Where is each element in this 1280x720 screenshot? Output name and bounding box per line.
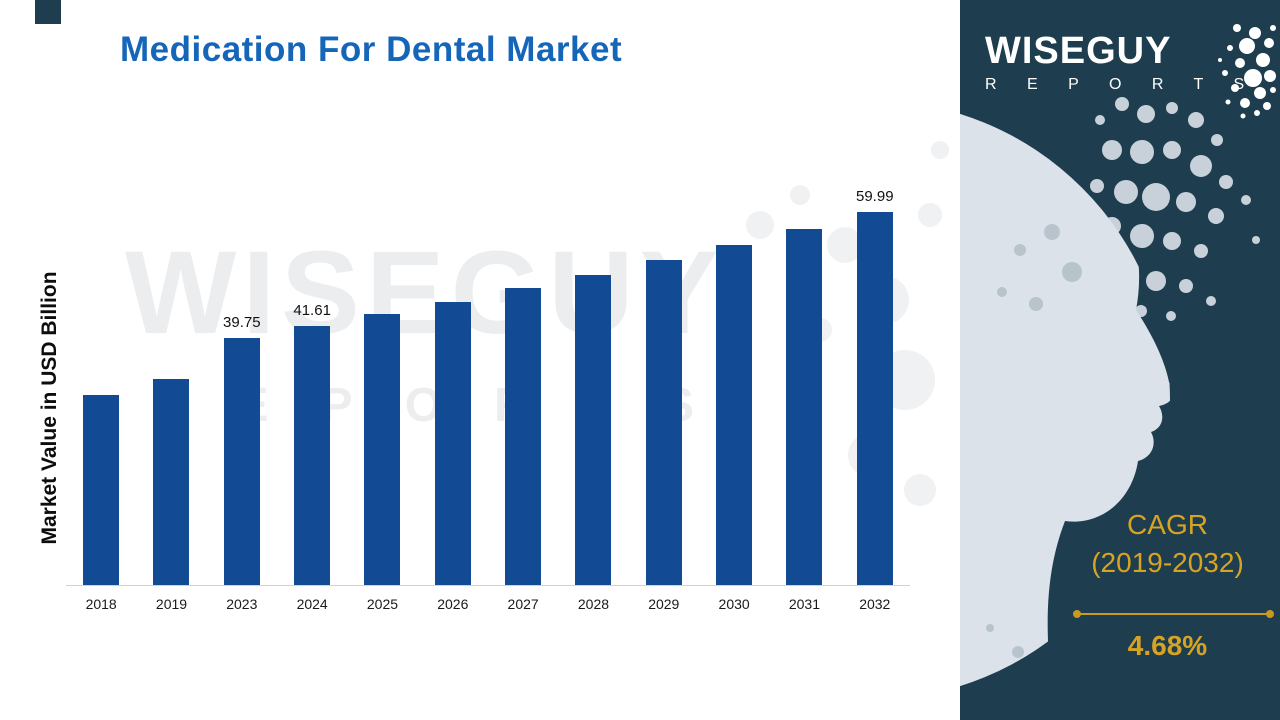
bar-2025: [364, 314, 401, 585]
x-axis-tick: 2023: [226, 596, 258, 612]
bar-value-label: 59.99: [856, 188, 894, 206]
bar-2018: [83, 395, 120, 585]
bar-slot: 59.99 2032: [840, 150, 910, 612]
bar-slot: 39.75 2023: [207, 150, 277, 612]
logo: WISEGUY R E P O R T S: [985, 24, 1276, 119]
bar-slot: 2027: [488, 150, 558, 612]
x-axis-tick: 2028: [577, 596, 610, 612]
bar-2028: [575, 274, 612, 585]
bar-2019: [153, 379, 190, 585]
bar-2023: [223, 337, 260, 585]
x-axis-tick: 2024: [296, 596, 328, 612]
x-axis-tick: 2030: [718, 596, 750, 612]
x-axis-tick: 2029: [648, 596, 680, 612]
logo-face-icon: [1218, 24, 1276, 119]
cagr-divider: [1073, 610, 1274, 618]
x-axis-tick: 2027: [507, 596, 539, 612]
bar-slot: 2029: [629, 150, 699, 612]
cagr-label-block: CAGR (2019-2032): [1060, 506, 1275, 582]
bar-slot: 2025: [347, 150, 417, 612]
bar-2031: [786, 228, 823, 585]
bar-slot: 41.61 2024: [277, 150, 347, 612]
cagr-period: (2019-2032): [1091, 546, 1244, 578]
bar-value-label: 39.75: [223, 313, 261, 331]
bar-2032: [856, 212, 893, 585]
bar-slot: 2031: [769, 150, 839, 612]
cagr-label: CAGR: [1127, 509, 1208, 540]
cagr-value: 4.68%: [1127, 630, 1208, 661]
bar-slot: 2028: [558, 150, 628, 612]
bar-2029: [645, 260, 682, 585]
bar-slot: 2030: [699, 150, 769, 612]
side-panel: WISEGUY R E P O R T S CAGR (2: [960, 0, 1280, 720]
panel-graphic: [960, 0, 1280, 720]
corner-accent: [35, 0, 61, 24]
x-axis-tick: 2032: [859, 596, 891, 612]
bar-2026: [434, 301, 471, 585]
bar-slot: 2026: [418, 150, 488, 612]
bar-2030: [716, 244, 753, 585]
x-axis-tick: 2018: [85, 596, 117, 612]
page-title: Medication For Dental Market: [120, 30, 623, 69]
x-axis-tick: 2025: [366, 596, 399, 612]
x-axis-tick: 2019: [155, 596, 188, 612]
bar-value-label: 41.61: [293, 302, 331, 320]
y-axis-label: Market Value in USD Billion: [38, 271, 61, 545]
plot-area: 2018 2019 39.75 2023 41.61 2024 2025 2026 2027 20…: [66, 150, 910, 612]
x-axis-tick: 2031: [788, 596, 821, 612]
x-axis-tick: 2026: [437, 596, 469, 612]
bar-2024: [294, 326, 331, 585]
logo-wordmark: WISEGUY: [985, 30, 1172, 72]
bar-slot: 2019: [136, 150, 206, 612]
bar-slot: 2018: [66, 150, 136, 612]
logo-subtitle: R E P O R T S: [985, 76, 1258, 93]
bar-2027: [505, 288, 542, 585]
